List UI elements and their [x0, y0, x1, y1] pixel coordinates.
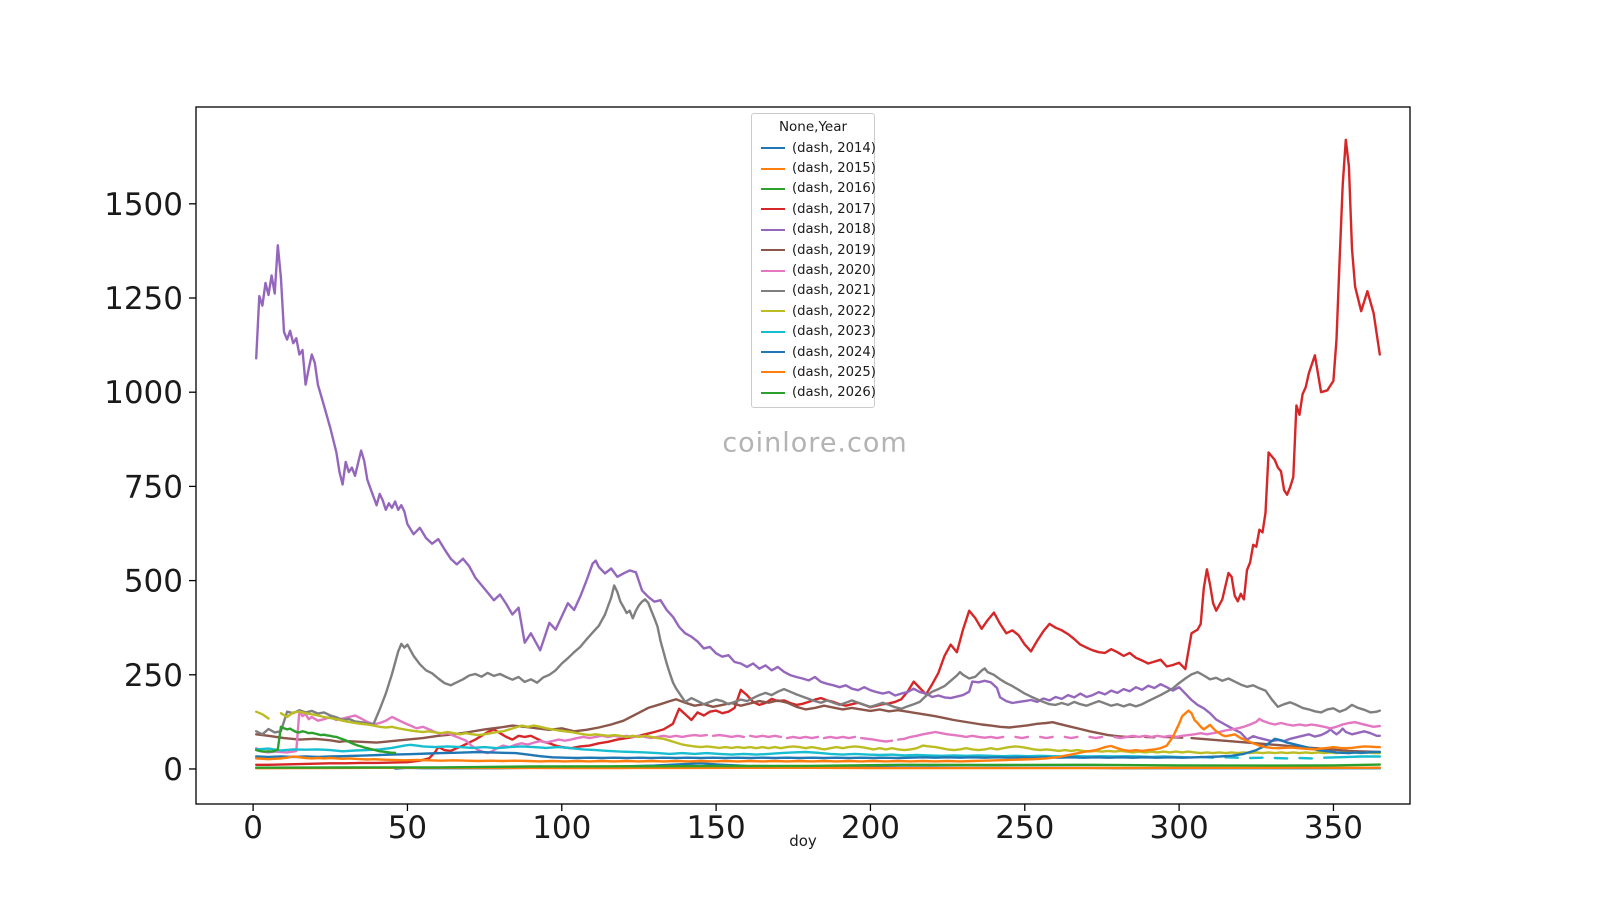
x-tick-label: 50 [388, 810, 427, 846]
legend-swatch-line-icon [761, 228, 785, 231]
legend-item-label: (dash, 2024) [792, 344, 876, 360]
x-tick-label: 300 [1150, 810, 1209, 846]
x-axis-label: doy [789, 832, 817, 850]
x-tick-label: 100 [532, 810, 591, 846]
legend-item: (dash, 2019) [752, 240, 876, 260]
x-tick-label: 250 [995, 810, 1054, 846]
legend-items: (dash, 2014) (dash, 2015) (dash, 2016) (das… [752, 138, 876, 403]
y-tick-label: 250 [124, 658, 183, 694]
series-dash-2021 [255, 584, 1381, 736]
x-tick-label: 0 [243, 810, 263, 846]
series-dash-2025 [255, 709, 1381, 763]
legend-item-label: (dash, 2014) [792, 140, 876, 156]
legend-item-label: (dash, 2020) [792, 263, 876, 279]
y-tick-label: 0 [163, 752, 183, 788]
legend-item-label: (dash, 2016) [792, 181, 876, 197]
y-tick-label: 1250 [104, 281, 183, 317]
legend-item: (dash, 2017) [752, 199, 876, 219]
legend-swatch-line-icon [761, 167, 785, 170]
legend-item-label: (dash, 2022) [792, 303, 876, 319]
legend-swatch-line-icon [761, 371, 785, 374]
series-dash-2016 [255, 763, 1381, 769]
legend-item-label: (dash, 2018) [792, 222, 876, 238]
x-tick-label: 150 [687, 810, 746, 846]
legend-item: (dash, 2020) [752, 260, 876, 280]
legend-item: (dash, 2014) [752, 138, 876, 158]
legend-item-label: (dash, 2026) [792, 385, 876, 401]
legend-item: (dash, 2015) [752, 158, 876, 178]
legend-swatch-line-icon [761, 208, 785, 211]
legend-swatch-line-icon [761, 249, 785, 252]
x-tick-label: 200 [841, 810, 900, 846]
legend-swatch-line-icon [761, 289, 785, 292]
legend-item: (dash, 2025) [752, 362, 876, 382]
y-tick-label: 500 [124, 564, 183, 600]
legend-item-label: (dash, 2015) [792, 161, 876, 177]
legend-item-label: (dash, 2025) [792, 364, 876, 380]
legend-swatch-line-icon [761, 330, 785, 333]
series-dash-2020 [255, 709, 1381, 755]
legend-swatch-line-icon [761, 269, 785, 272]
legend-title: None,Year [778, 119, 848, 135]
legend-item-label: (dash, 2023) [792, 324, 876, 340]
y-tick-label: 750 [124, 469, 183, 505]
legend-item: (dash, 2021) [752, 281, 876, 301]
legend-swatch-line-icon [761, 147, 785, 150]
y-tick-label: 1000 [104, 375, 183, 411]
series-dash-2017 [255, 138, 1381, 766]
legend-swatch-line-icon [761, 310, 785, 313]
legend-item: (dash, 2022) [752, 301, 876, 321]
legend-item: (dash, 2024) [752, 342, 876, 362]
legend-item: (dash, 2018) [752, 220, 876, 240]
legend-swatch-line-icon [761, 187, 785, 190]
legend: None,Year (dash, 2014) (dash, 2015) (dash,… [751, 113, 876, 409]
series-dash-2018 [255, 244, 1381, 743]
legend-item: (dash, 2026) [752, 383, 876, 403]
y-tick-label: 1500 [104, 187, 183, 223]
series-dash-2026 [255, 725, 397, 754]
legend-item-label: (dash, 2017) [792, 201, 876, 217]
legend-swatch-line-icon [761, 391, 785, 394]
legend-item: (dash, 2023) [752, 322, 876, 342]
series-dash-2024 [255, 737, 1381, 760]
legend-item-label: (dash, 2021) [792, 283, 876, 299]
x-tick-label: 350 [1304, 810, 1363, 846]
series-dash-2022 [255, 710, 1381, 755]
legend-item-label: (dash, 2019) [792, 242, 876, 258]
legend-swatch-line-icon [761, 351, 785, 354]
legend-item: (dash, 2016) [752, 179, 876, 199]
